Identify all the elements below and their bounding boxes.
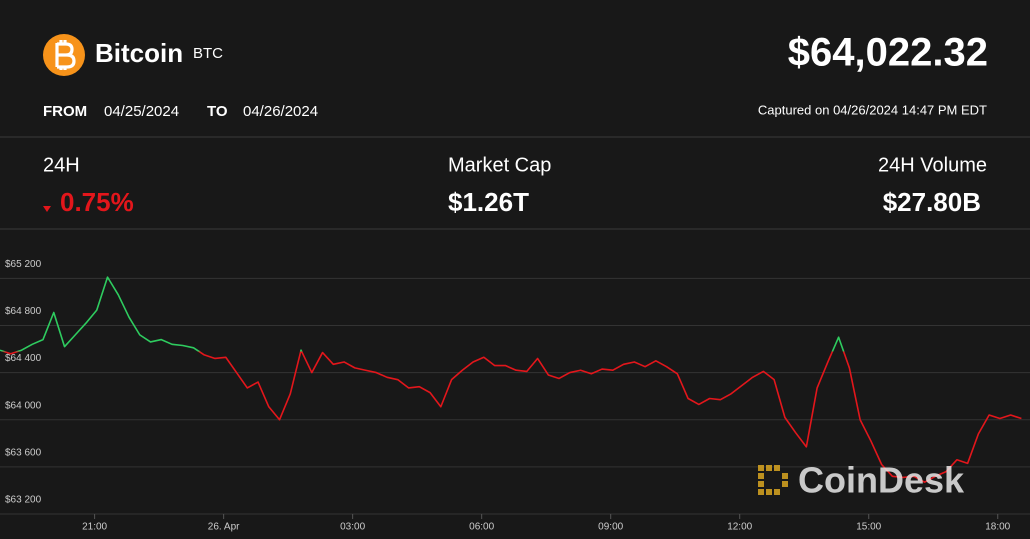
y-tick-label: $64 800 [5, 306, 42, 317]
x-tick-label: 03:00 [340, 522, 365, 533]
from-label: FROM [43, 103, 87, 120]
coin-name: Bitcoin [95, 38, 183, 68]
from-date: 04/25/2024 [104, 103, 179, 120]
to-label: TO [207, 103, 228, 120]
x-tick-label: 18:00 [985, 522, 1010, 533]
price-line [0, 276, 1022, 483]
x-tick-label: 12:00 [727, 522, 752, 533]
to-date: 04/26/2024 [243, 103, 318, 120]
stat-label: Market Cap [448, 154, 551, 176]
stat-label: 24H [43, 154, 80, 176]
stat-value: $27.80B [883, 187, 981, 217]
y-tick-label: $65 200 [5, 259, 42, 270]
y-tick-label: $64 000 [5, 400, 42, 411]
x-tick-label: 21:00 [82, 522, 107, 533]
y-tick-label: $64 400 [5, 353, 42, 364]
stat-value: $1.26T [448, 187, 529, 217]
watermark-text: CoinDesk [798, 460, 965, 501]
x-tick-label: 26. Apr [208, 522, 240, 533]
x-tick-label: 06:00 [469, 522, 494, 533]
x-tick-label: 15:00 [856, 522, 881, 533]
watermark: CoinDesk [758, 460, 965, 501]
down-arrow [43, 206, 51, 212]
captured: Captured on 04/26/2024 14:47 PM EDT [758, 102, 987, 117]
y-tick-label: $63 600 [5, 448, 42, 459]
stat-label: 24H Volume [878, 154, 987, 176]
plot: $63 200 $63 600 $64 000 $64 400 $64 800 $65 2… [0, 259, 1030, 533]
y-tick-label: $63 200 [5, 495, 42, 506]
bitcoin-logo [43, 34, 85, 76]
coin-symbol: BTC [193, 45, 223, 62]
price: $64,022.32 [788, 31, 988, 75]
stat-value: 0.75% [60, 187, 134, 217]
x-tick-label: 09:00 [598, 522, 623, 533]
